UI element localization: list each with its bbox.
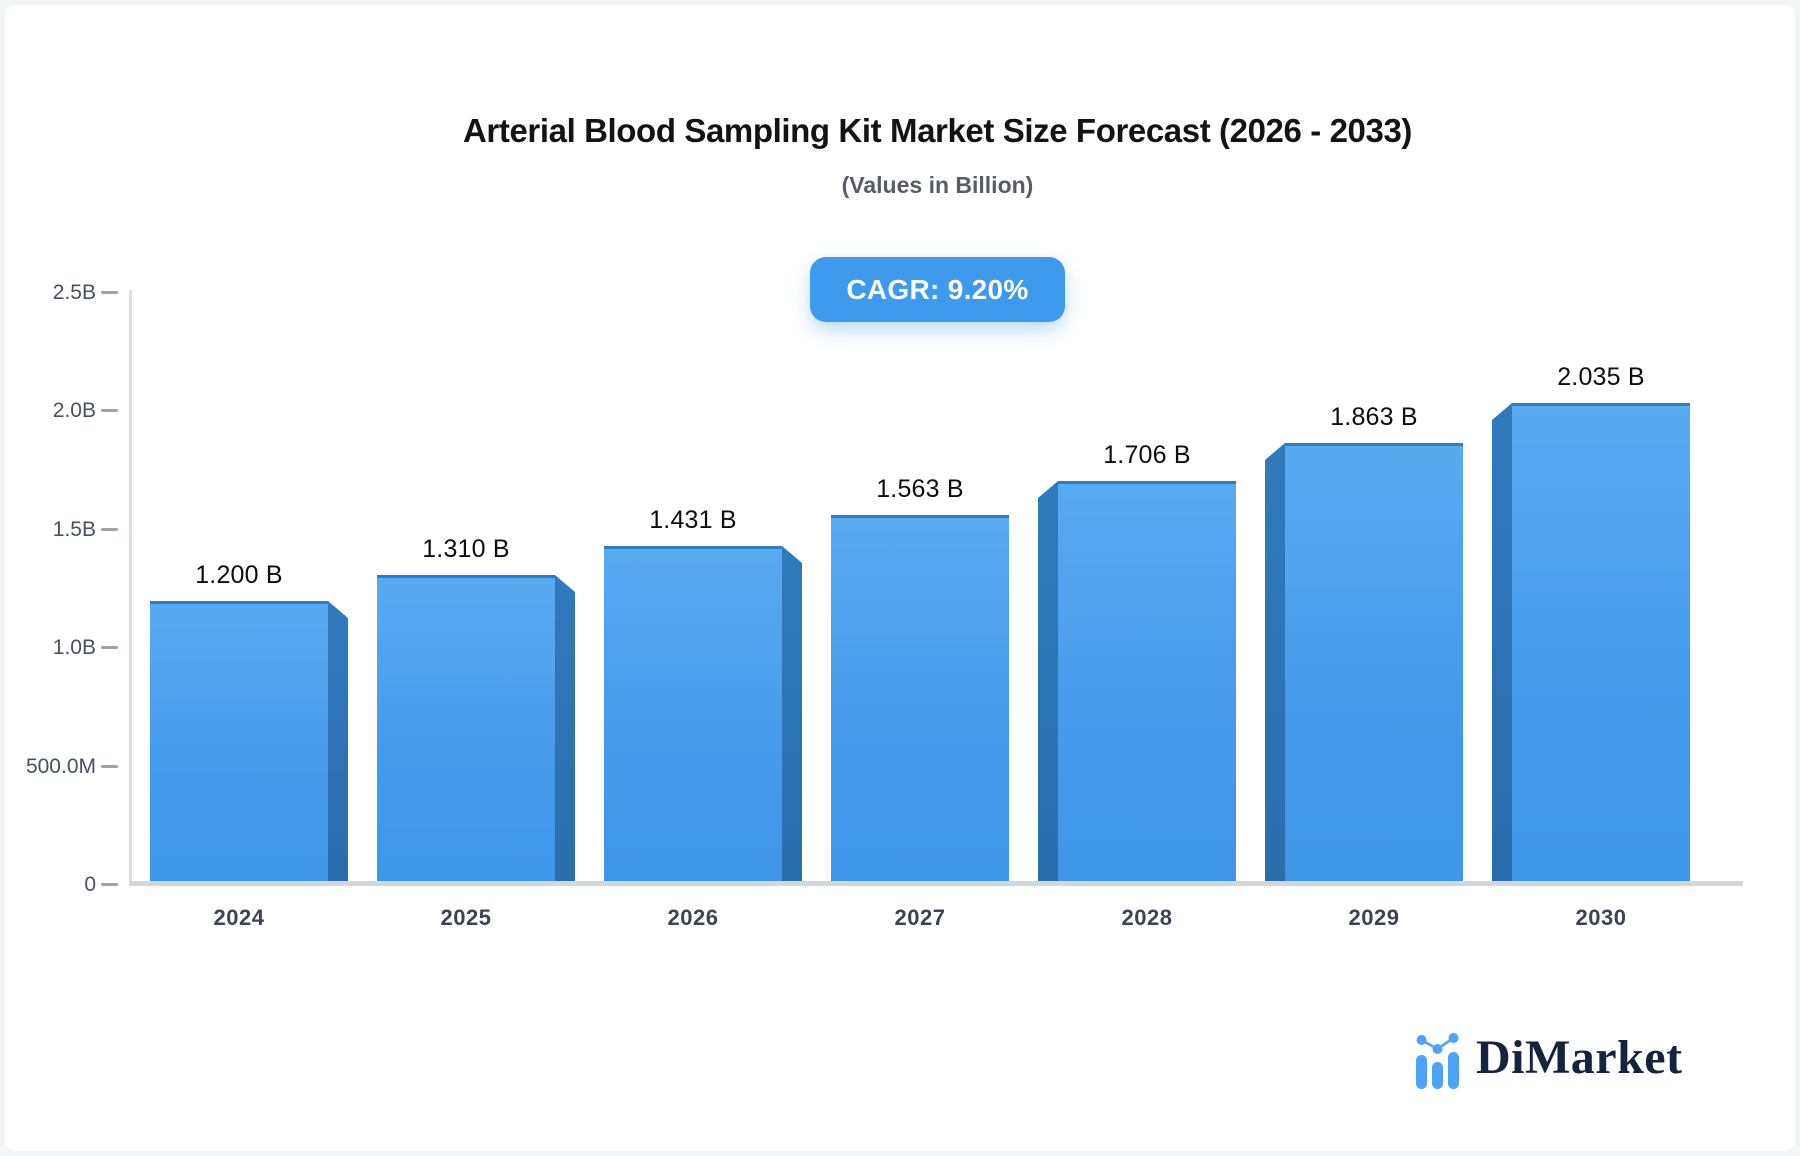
chart-subtitle: (Values in Billion) (841, 172, 1034, 198)
x-axis-label-2025: 2025 (440, 905, 492, 930)
bar-3d-side (782, 546, 802, 885)
y-axis-tick-mark (101, 883, 118, 886)
x-axis-label-2027: 2027 (894, 905, 946, 930)
bar-2027[interactable]: 1.563 B (831, 475, 1009, 885)
bar-3d-side (1492, 403, 1512, 885)
bar-face (1285, 443, 1463, 885)
bar-3d-side (328, 601, 348, 885)
y-axis-tick-mark (101, 764, 118, 768)
bar-value-label: 1.200 B (195, 561, 283, 589)
bar-2028[interactable]: 1.706 B (1038, 441, 1236, 885)
bar-3d-side (555, 575, 575, 885)
x-axis-label-2026: 2026 (667, 905, 719, 930)
y-axis-tick-mark (101, 409, 118, 412)
bar-2024[interactable]: 1.200 B (150, 561, 348, 885)
bar-chart-logo-icon (1416, 1033, 1459, 1089)
bar-value-label: 1.863 B (1330, 403, 1418, 431)
bar-value-label: 1.563 B (876, 475, 964, 503)
bar-value-label: 1.431 B (649, 506, 737, 534)
y-axis-tick-label: 1.0B (52, 636, 96, 659)
bar-face (1512, 403, 1690, 885)
x-axis-label-2029: 2029 (1348, 905, 1400, 930)
chart-title: Arterial Blood Sampling Kit Market Size … (462, 112, 1412, 149)
bar-face (1058, 481, 1236, 885)
x-axis-label-2024: 2024 (213, 905, 265, 930)
x-axis-label-2028: 2028 (1121, 905, 1173, 930)
bar-value-label: 2.035 B (1557, 363, 1645, 391)
y-axis-tick-label: 2.0B (52, 399, 96, 422)
cagr-badge-row: CAGR: 9.20% (130, 257, 1745, 322)
y-axis-tick-label: 0 (84, 873, 96, 896)
y-axis-tick-mark (101, 290, 118, 294)
bar-2029[interactable]: 1.863 B (1265, 403, 1463, 885)
bar-face (831, 515, 1009, 885)
bar-2026[interactable]: 1.431 B (604, 506, 802, 885)
bar-value-label: 1.706 B (1103, 441, 1191, 469)
y-axis-tick-mark (101, 527, 118, 531)
y-axis-tick-label: 1.5B (52, 517, 96, 541)
dimarket-logo: DiMarket (1413, 1031, 1683, 1091)
x-axis-baseline (129, 881, 1743, 886)
y-axis-tick-label: 500.0M (25, 754, 96, 778)
bar-3d-side (1265, 443, 1285, 885)
bar-value-label: 1.310 B (422, 535, 510, 563)
y-axis-tick-label: 2.5B (52, 280, 96, 304)
bar-2025[interactable]: 1.310 B (377, 535, 575, 885)
y-axis-line (129, 290, 132, 882)
bar-face (150, 601, 328, 885)
bar-2030[interactable]: 2.035 B (1492, 363, 1690, 885)
dimarket-logo-text: DiMarket (1476, 1031, 1683, 1084)
bar-face (377, 575, 555, 885)
cagr-badge: CAGR: 9.20% (810, 257, 1065, 322)
x-axis-label-2030: 2030 (1575, 905, 1627, 930)
y-axis-tick-mark (101, 646, 118, 649)
bar-face (604, 546, 782, 885)
bar-3d-side (1038, 481, 1058, 885)
